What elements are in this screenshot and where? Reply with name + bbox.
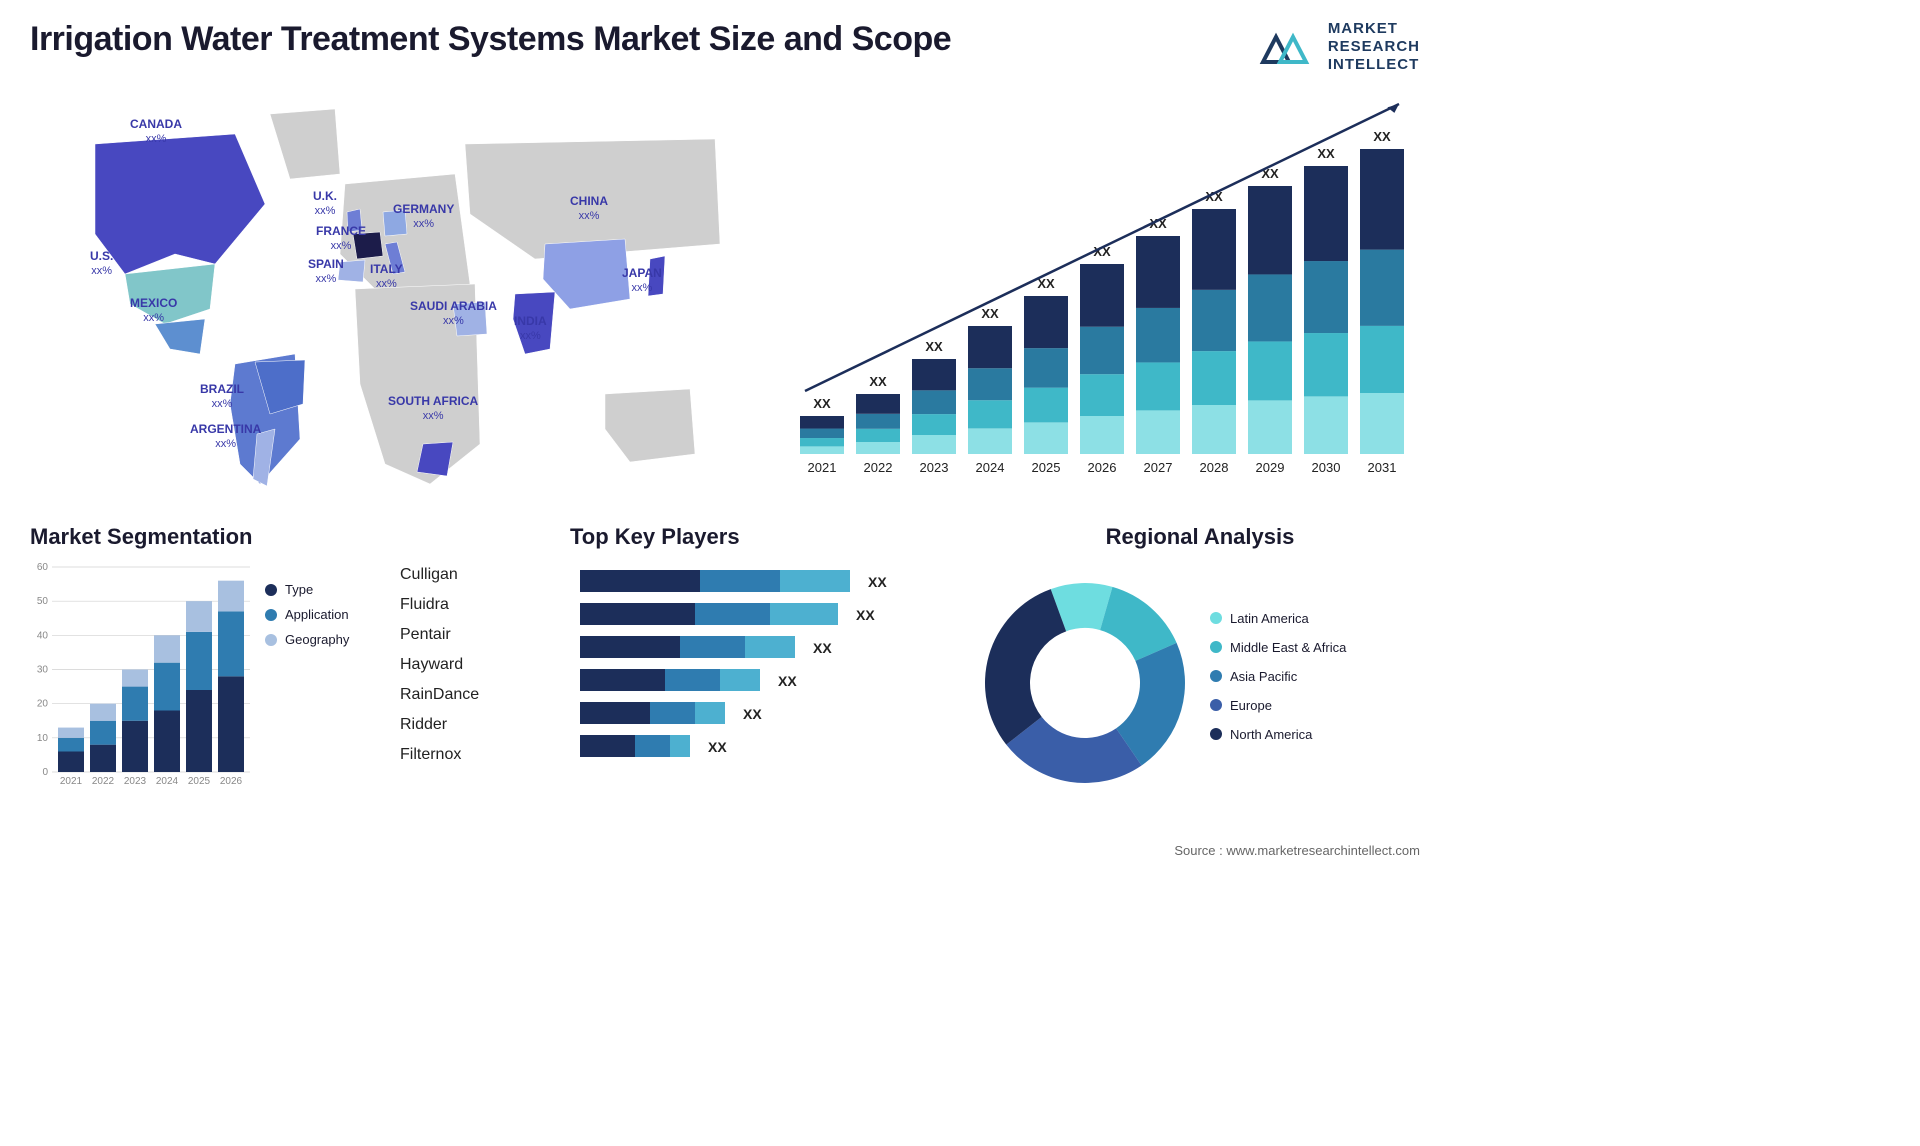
svg-text:2025: 2025 — [1032, 460, 1061, 475]
svg-text:XX: XX — [813, 396, 831, 411]
map-label-india: INDIAxx% — [514, 314, 547, 344]
svg-text:XX: XX — [1373, 129, 1391, 144]
svg-text:30: 30 — [37, 665, 49, 676]
svg-text:2022: 2022 — [92, 776, 115, 787]
svg-text:XX: XX — [981, 306, 999, 321]
svg-text:2027: 2027 — [1144, 460, 1173, 475]
map-label-japan: JAPANxx% — [622, 266, 662, 296]
map-label-u.k.: U.K.xx% — [313, 189, 337, 219]
svg-text:2023: 2023 — [124, 776, 147, 787]
player-hayward: Hayward — [400, 656, 540, 674]
svg-text:2021: 2021 — [808, 460, 837, 475]
svg-text:2026: 2026 — [1088, 460, 1117, 475]
svg-text:XX: XX — [778, 673, 797, 689]
svg-text:2028: 2028 — [1200, 460, 1229, 475]
svg-text:60: 60 — [37, 562, 49, 573]
segmentation-svg: 0 10 20 30 40 50 60 2021 2022 2023 2024 2025 2026 — [30, 562, 250, 792]
svg-text:50: 50 — [37, 596, 49, 607]
svg-text:XX: XX — [813, 640, 832, 656]
svg-text:XX: XX — [869, 374, 887, 389]
region-legend-europe: Europe — [1210, 698, 1420, 713]
map-label-canada: CANADAxx% — [130, 117, 182, 147]
seg-legend-geography: Geography — [265, 632, 370, 647]
header: Irrigation Water Treatment Systems Marke… — [30, 20, 1420, 74]
svg-text:2024: 2024 — [976, 460, 1005, 475]
map-label-brazil: BRAZILxx% — [200, 382, 244, 412]
player-culligan: Culligan — [400, 566, 540, 584]
page-title: Irrigation Water Treatment Systems Marke… — [30, 20, 951, 59]
map-label-spain: SPAINxx% — [308, 257, 344, 287]
players-title: Top Key Players — [570, 524, 950, 550]
svg-text:2022: 2022 — [864, 460, 893, 475]
svg-text:20: 20 — [37, 699, 49, 710]
svg-text:2031: 2031 — [1368, 460, 1397, 475]
logo-text: MARKET RESEARCH INTELLECT — [1328, 20, 1420, 74]
player-ridder: Ridder — [400, 716, 540, 734]
svg-text:XX: XX — [708, 739, 727, 755]
seg-legend-type: Type — [265, 582, 370, 597]
map-label-south-africa: SOUTH AFRICAxx% — [388, 394, 478, 424]
players-chart-section: Top Key Players XX XX XX XX XX XX — [570, 524, 950, 804]
regional-title: Regional Analysis — [980, 524, 1420, 550]
region-legend-middle-east-africa: Middle East & Africa — [1210, 640, 1420, 655]
svg-text:0: 0 — [42, 767, 48, 778]
region-legend-north-america: North America — [1210, 727, 1420, 742]
svg-text:XX: XX — [743, 706, 762, 722]
map-label-germany: GERMANYxx% — [393, 202, 454, 232]
logo: MARKET RESEARCH INTELLECT — [1258, 20, 1420, 74]
map-label-saudi-arabia: SAUDI ARABIAxx% — [410, 299, 497, 329]
svg-text:2023: 2023 — [920, 460, 949, 475]
world-map: CANADAxx% U.S.xx% MEXICOxx% BRAZILxx% ARGENT… — [30, 84, 740, 504]
regional-legend: Latin America Middle East & Africa Asia Pa… — [1210, 611, 1420, 756]
players-chart-svg: XX XX XX XX XX XX — [570, 562, 940, 792]
svg-text:10: 10 — [37, 733, 49, 744]
regional-section: Regional Analysis Latin America Middle Ea… — [980, 524, 1420, 804]
svg-text:2025: 2025 — [188, 776, 211, 787]
logo-icon — [1258, 22, 1318, 72]
segmentation-chart: 0 10 20 30 40 50 60 2021 2022 2023 2024 2025 2026 — [30, 562, 250, 804]
svg-text:XX: XX — [868, 574, 887, 590]
map-label-u.s.: U.S.xx% — [90, 249, 113, 279]
bottom-row: Market Segmentation 0 10 20 30 40 50 60 2021 202… — [30, 524, 1420, 804]
source-credit: Source : www.marketresearchintellect.com — [1174, 843, 1420, 858]
map-label-italy: ITALYxx% — [370, 262, 403, 292]
map-label-china: CHINAxx% — [570, 194, 608, 224]
svg-text:2026: 2026 — [220, 776, 243, 787]
svg-text:XX: XX — [1317, 146, 1335, 161]
svg-text:2024: 2024 — [156, 776, 179, 787]
segmentation-section: Market Segmentation 0 10 20 30 40 50 60 2021 202… — [30, 524, 370, 804]
seg-legend-application: Application — [265, 607, 370, 622]
svg-text:XX: XX — [856, 607, 875, 623]
region-legend-latin-america: Latin America — [1210, 611, 1420, 626]
player-raindance: RainDance — [400, 686, 540, 704]
svg-text:2030: 2030 — [1312, 460, 1341, 475]
players-list: Culligan Fluidra Pentair Hayward RainDance Ri… — [400, 524, 540, 804]
donut-svg — [980, 578, 1190, 788]
player-pentair: Pentair — [400, 626, 540, 644]
segmentation-legend: Type Application Geography — [265, 562, 370, 804]
svg-text:2029: 2029 — [1256, 460, 1285, 475]
segmentation-title: Market Segmentation — [30, 524, 370, 550]
growth-chart: XX2021XX2022XX2023XX2024XX2025XX2026XX20… — [780, 84, 1420, 504]
donut-chart — [980, 578, 1190, 788]
player-filternox: Filternox — [400, 746, 540, 764]
player-fluidra: Fluidra — [400, 596, 540, 614]
region-legend-asia-pacific: Asia Pacific — [1210, 669, 1420, 684]
map-label-france: FRANCExx% — [316, 224, 366, 254]
top-row: CANADAxx% U.S.xx% MEXICOxx% BRAZILxx% ARGENT… — [30, 84, 1420, 504]
growth-chart-svg: XX2021XX2022XX2023XX2024XX2025XX2026XX20… — [780, 84, 1420, 504]
svg-text:40: 40 — [37, 630, 49, 641]
svg-text:XX: XX — [925, 339, 943, 354]
svg-text:2021: 2021 — [60, 776, 83, 787]
map-label-argentina: ARGENTINAxx% — [190, 422, 261, 452]
map-label-mexico: MEXICOxx% — [130, 296, 177, 326]
